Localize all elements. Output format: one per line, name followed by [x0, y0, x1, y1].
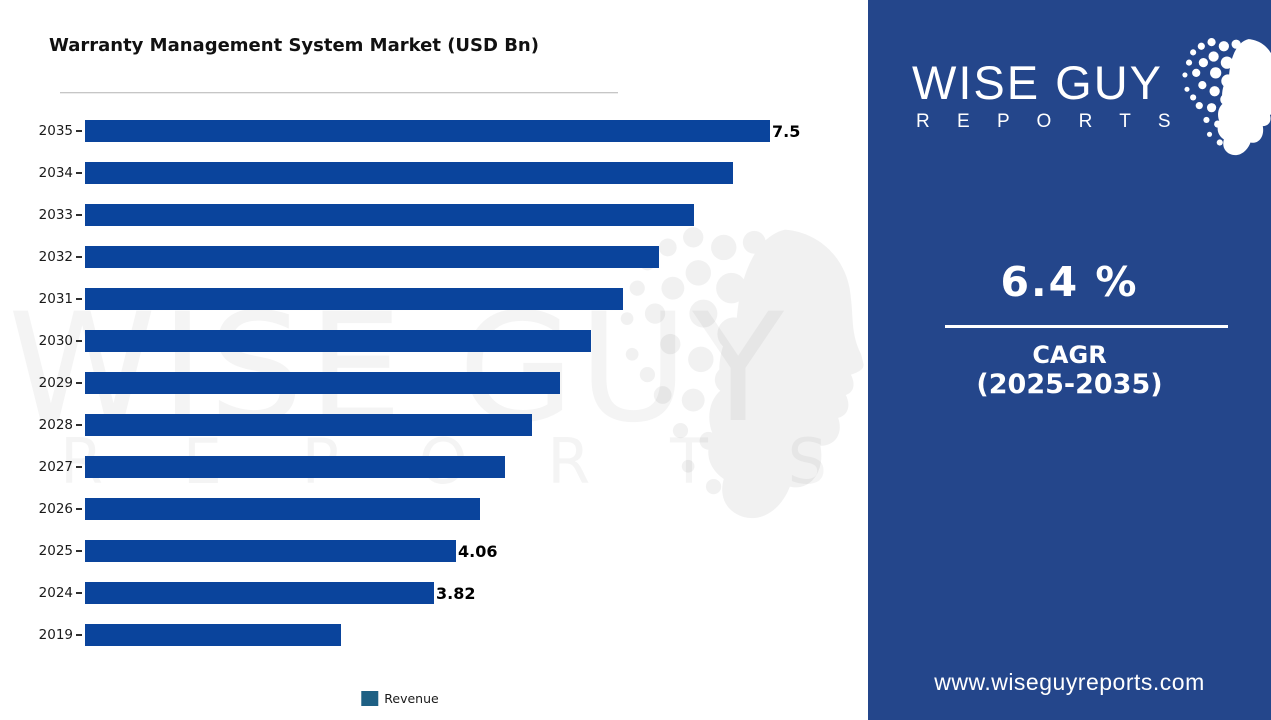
- chart-title: Warranty Management System Market (USD B…: [49, 35, 539, 56]
- chart-row: 2035 7.5: [0, 110, 868, 152]
- chart-row: 2028: [0, 404, 868, 446]
- wise-guy-logo: WISE GUY R E P O R T S: [912, 36, 1271, 164]
- y-tick-mark: [76, 172, 82, 174]
- y-tick-label: 2029: [38, 375, 73, 391]
- chart-row: 2032: [0, 236, 868, 278]
- revenue-bar: [85, 372, 560, 394]
- y-tick-mark: [76, 466, 82, 468]
- cagr-divider: [945, 325, 1228, 328]
- y-tick-mark: [76, 634, 82, 636]
- chart-row: 2031: [0, 278, 868, 320]
- chart-row: 2025 4.06: [0, 530, 868, 572]
- legend-swatch: [361, 691, 379, 706]
- cagr-value: 6.4 %: [1000, 258, 1139, 306]
- chart-legend: Revenue: [361, 691, 439, 706]
- revenue-bar: [85, 582, 434, 604]
- revenue-bar: [85, 288, 623, 310]
- y-tick-label: 2033: [38, 207, 73, 223]
- y-tick-label: 2035: [38, 123, 73, 139]
- revenue-bar: [85, 204, 694, 226]
- y-tick-mark: [76, 256, 82, 258]
- legend-label: Revenue: [384, 691, 439, 706]
- y-tick-label: 2030: [38, 333, 73, 349]
- y-tick-mark: [76, 382, 82, 384]
- y-tick-mark: [76, 214, 82, 216]
- brand-subname: R E P O R T S: [916, 111, 1182, 133]
- y-tick-label: 2024: [38, 585, 73, 601]
- y-tick-label: 2028: [38, 417, 73, 433]
- chart-row: 2029: [0, 362, 868, 404]
- y-tick-mark: [76, 592, 82, 594]
- y-tick-label: 2026: [38, 501, 73, 517]
- plot-rows: 2035 7.5 2034 2033 2032 2031 2030 2029 2028 2027 2…: [0, 110, 868, 656]
- revenue-bar: [85, 246, 659, 268]
- head-profile-logo-icon: [1181, 38, 1271, 156]
- chart-row: 2027: [0, 446, 868, 488]
- revenue-bar: [85, 162, 733, 184]
- bar-value-label: 4.06: [458, 541, 498, 561]
- y-tick-label: 2027: [38, 459, 73, 475]
- revenue-bar: [85, 330, 591, 352]
- chart-area: WISE GUY R E P O R T S Warranty Manageme…: [0, 35, 868, 706]
- chart-row: 2034: [0, 152, 868, 194]
- y-tick-mark: [76, 298, 82, 300]
- y-tick-mark: [76, 550, 82, 552]
- y-tick-label: 2019: [38, 627, 73, 643]
- y-tick-label: 2025: [38, 543, 73, 559]
- bar-value-label: 7.5: [772, 121, 801, 141]
- cagr-label: CAGR: [1032, 341, 1107, 369]
- chart-row: 2030: [0, 320, 868, 362]
- revenue-bar: [85, 624, 341, 646]
- chart-row: 2033: [0, 194, 868, 236]
- chart-row: 2019: [0, 614, 868, 656]
- brand-name: WISE GUY: [912, 56, 1164, 109]
- y-tick-label: 2034: [38, 165, 73, 181]
- y-tick-mark: [76, 424, 82, 426]
- y-tick-label: 2031: [38, 291, 73, 307]
- revenue-bar: [85, 414, 532, 436]
- cagr-range: (2025-2035): [976, 369, 1163, 400]
- chart-row: 2026: [0, 488, 868, 530]
- bar-value-label: 3.82: [436, 583, 476, 603]
- y-tick-mark: [76, 340, 82, 342]
- website-url[interactable]: www.wiseguyreports.com: [934, 669, 1205, 695]
- revenue-bar: [85, 540, 456, 562]
- logo-text: WISE GUY R E P O R T S: [912, 58, 1182, 133]
- chart-row: 2024 3.82: [0, 572, 868, 614]
- revenue-bar: [85, 498, 480, 520]
- brand-panel: WISE GUY R E P O R T S: [868, 0, 1271, 720]
- y-tick-mark: [76, 130, 82, 132]
- y-tick-label: 2032: [38, 249, 73, 265]
- title-divider: [60, 92, 618, 94]
- revenue-bar: [85, 456, 505, 478]
- revenue-bar: [85, 120, 770, 142]
- y-tick-mark: [76, 508, 82, 510]
